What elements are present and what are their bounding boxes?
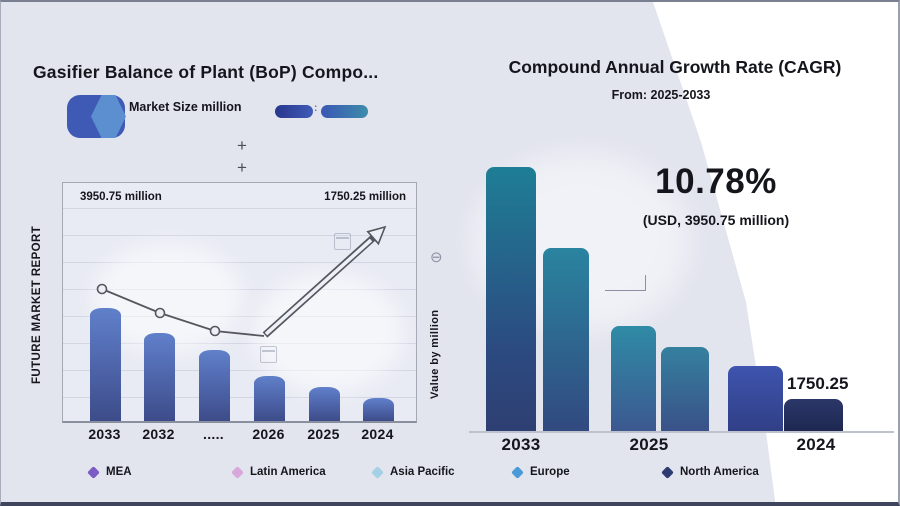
left-x-label: ..... bbox=[203, 426, 224, 442]
left-bar-2032 bbox=[144, 333, 175, 421]
watermark-future-market-report: FUTURE MARKET REPORT bbox=[31, 225, 43, 384]
right-chart-title: Compound Annual Growth Rate (CAGR) bbox=[508, 57, 842, 77]
legend-item-asia-pacific: Asia Pacific bbox=[371, 465, 455, 479]
left-x-label: 2032 bbox=[142, 426, 175, 442]
legend-label: Asia Pacific bbox=[390, 466, 455, 478]
cagr-note: (USD, 3950.75 million) bbox=[642, 212, 790, 228]
legend-diamond-icon bbox=[87, 465, 100, 479]
right-bar-2025-s2 bbox=[661, 347, 709, 432]
decorative-pill-teal bbox=[321, 105, 368, 118]
left-bar-chart: 3950.75 million 1750.25 million bbox=[62, 182, 417, 423]
legend-diamond-icon bbox=[511, 465, 524, 479]
left-x-label: 2024 bbox=[361, 426, 394, 442]
right-x-label: 2025 bbox=[629, 435, 669, 454]
legend-item-latin-america: Latin America bbox=[231, 465, 326, 479]
end-value-annotation: 1750.25 million bbox=[324, 191, 406, 203]
data-label-1750: 1750.25 bbox=[787, 374, 849, 393]
left-x-label: 2026 bbox=[252, 426, 285, 442]
cagr-value: 10.78% bbox=[655, 162, 777, 201]
legend-item-north-america: North America bbox=[661, 465, 759, 479]
legend-item-europe: Europe bbox=[511, 465, 570, 479]
legend-item-mea: MEA bbox=[87, 465, 132, 479]
right-x-axis-line bbox=[469, 431, 894, 433]
legend-diamond-icon bbox=[231, 465, 244, 479]
right-bar-2033-s1 bbox=[486, 167, 536, 432]
right-bar-2025-s1 bbox=[611, 326, 656, 432]
left-x-label: 2033 bbox=[88, 426, 121, 442]
right-x-label: 2033 bbox=[501, 435, 541, 454]
left-chart-subtitle: Market Size million bbox=[129, 100, 242, 114]
legend-label: Europe bbox=[530, 466, 570, 478]
pill-separator: : bbox=[314, 103, 318, 114]
left-bar-2026 bbox=[254, 376, 285, 421]
step-line-decoration bbox=[605, 275, 646, 291]
left-x-label: 2025 bbox=[307, 426, 340, 442]
left-bar-2024 bbox=[363, 398, 394, 421]
left-bar-2033 bbox=[90, 308, 121, 421]
start-value-annotation: 3950.75 million bbox=[80, 191, 162, 203]
legend-label: MEA bbox=[106, 466, 132, 478]
right-x-label: 2024 bbox=[796, 435, 836, 454]
legend-label: North America bbox=[680, 466, 759, 478]
y-axis-label-value-by-million: Value by million bbox=[429, 309, 441, 399]
trend-line-and-arrow bbox=[96, 225, 387, 338]
ghost-table-icon bbox=[260, 346, 277, 363]
decorative-pill-dark bbox=[275, 105, 313, 118]
brand-logo-icon bbox=[67, 95, 126, 138]
right-bar-2033-s2 bbox=[543, 248, 589, 432]
plus-mark-icon: + bbox=[237, 158, 247, 177]
legend-label: Latin America bbox=[250, 466, 326, 478]
left-chart-title: Gasifier Balance of Plant (BoP) Compo... bbox=[33, 62, 379, 82]
right-chart-subtitle: From: 2025-2033 bbox=[611, 88, 711, 102]
legend-diamond-icon bbox=[661, 465, 674, 479]
cloud-blob bbox=[253, 273, 403, 393]
left-bar-2025 bbox=[309, 387, 340, 421]
circled-minus-icon: ⊖ bbox=[430, 249, 443, 266]
right-bar-2024-s2 bbox=[784, 399, 843, 432]
left-bar-..... bbox=[199, 350, 230, 421]
ghost-table-icon bbox=[334, 233, 351, 250]
right-bar-2024-s1 bbox=[728, 366, 783, 432]
legend-diamond-icon bbox=[371, 465, 384, 479]
plus-mark-icon: + bbox=[237, 136, 247, 155]
left-x-axis-labels: 2033 2032..... 2026 2025 2024 bbox=[62, 426, 417, 446]
